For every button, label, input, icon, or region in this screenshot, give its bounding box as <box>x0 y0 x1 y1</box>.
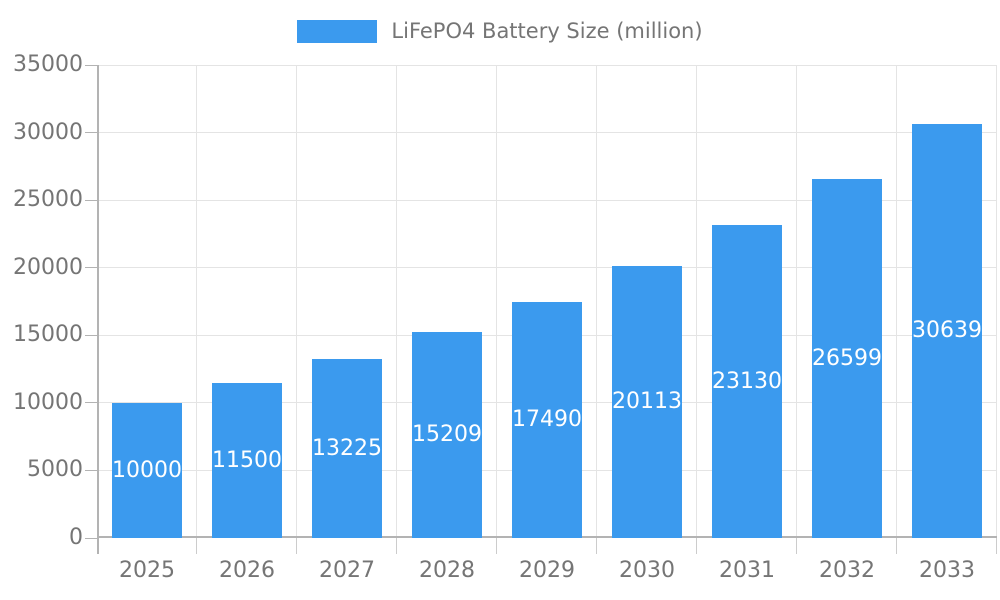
bar-value-label: 26599 <box>812 345 882 371</box>
bar-value-label: 30639 <box>912 318 982 343</box>
x-axis-label-2029: 2029 <box>519 558 575 583</box>
x-tick-mark <box>396 538 397 554</box>
x-tick-mark <box>896 538 897 554</box>
bar-2027[interactable] <box>312 359 382 538</box>
y-axis-label: 35000 <box>13 52 83 77</box>
x-tick-mark <box>696 538 697 554</box>
x-tick-mark <box>496 538 497 554</box>
y-tick-mark <box>85 199 97 201</box>
y-tick-mark <box>85 132 97 134</box>
gridline-y-20000 <box>97 267 997 269</box>
x-axis-label-2030: 2030 <box>619 558 675 583</box>
gridline-x <box>996 65 997 538</box>
gridline-x <box>896 65 897 538</box>
x-axis-label-2028: 2028 <box>419 558 475 583</box>
x-axis-label-2032: 2032 <box>819 558 875 583</box>
bar-2031[interactable] <box>712 225 782 538</box>
x-tick-mark <box>796 538 797 554</box>
x-axis-label-2033: 2033 <box>919 558 975 583</box>
legend-swatch <box>297 19 378 43</box>
y-tick-mark <box>85 334 97 336</box>
y-tick-mark <box>85 469 97 471</box>
y-axis-line <box>97 65 99 554</box>
x-axis-label-2025: 2025 <box>119 558 175 583</box>
y-tick-mark <box>85 402 97 404</box>
gridline-y-25000 <box>97 199 997 201</box>
x-tick-mark <box>196 538 197 554</box>
x-tick-mark <box>996 538 997 554</box>
gridline-x <box>696 65 697 538</box>
bar-value-label: 10000 <box>112 457 182 483</box>
bar-2032[interactable] <box>812 179 882 538</box>
bar-value-label: 11500 <box>212 447 282 473</box>
plot-area: 0 5000 10000 15000 20000 25000 30000 35000 10000… <box>13 52 997 583</box>
legend-label: LiFePO4 Battery Size (million) <box>391 19 703 43</box>
y-axis-label: 30000 <box>13 119 83 145</box>
bar-2033[interactable] <box>912 124 982 538</box>
bar-2028[interactable] <box>412 332 482 538</box>
gridline-x <box>596 65 597 538</box>
bar-value-label: 17490 <box>512 407 582 432</box>
bar-value-label: 23130 <box>712 368 782 394</box>
x-axis-label-2027: 2027 <box>319 558 375 583</box>
x-tick-mark <box>596 538 597 554</box>
bar-value-label: 13225 <box>312 435 382 461</box>
bar-2025[interactable] <box>112 403 182 538</box>
gridline-x <box>496 65 497 538</box>
x-axis-label-2026: 2026 <box>219 558 275 583</box>
bar-2030[interactable] <box>612 266 682 538</box>
y-axis-label: 10000 <box>13 389 83 415</box>
x-axis-label-2031: 2031 <box>719 558 775 583</box>
gridline-x <box>396 65 397 538</box>
gridline-x <box>796 65 797 538</box>
gridline-x <box>196 65 197 538</box>
y-tick-mark <box>85 267 97 269</box>
y-axis-label: 0 <box>69 525 83 550</box>
y-tick-mark <box>85 64 97 66</box>
legend[interactable]: LiFePO4 Battery Size (million) <box>0 19 1000 43</box>
x-tick-mark <box>296 538 297 554</box>
bar-value-label: 15209 <box>412 422 482 447</box>
bar-value-label: 20113 <box>612 389 682 414</box>
gridline-y-30000 <box>97 132 997 134</box>
y-axis-label: 25000 <box>13 187 83 213</box>
y-tick-mark <box>85 537 97 539</box>
gridline-y-35000 <box>97 64 997 66</box>
y-axis-label: 5000 <box>27 457 83 483</box>
y-axis-label: 15000 <box>13 322 83 348</box>
bar-2026[interactable] <box>212 383 282 538</box>
bar-2029[interactable] <box>512 302 582 538</box>
gridline-x <box>296 65 297 538</box>
y-axis-label: 20000 <box>13 254 83 280</box>
